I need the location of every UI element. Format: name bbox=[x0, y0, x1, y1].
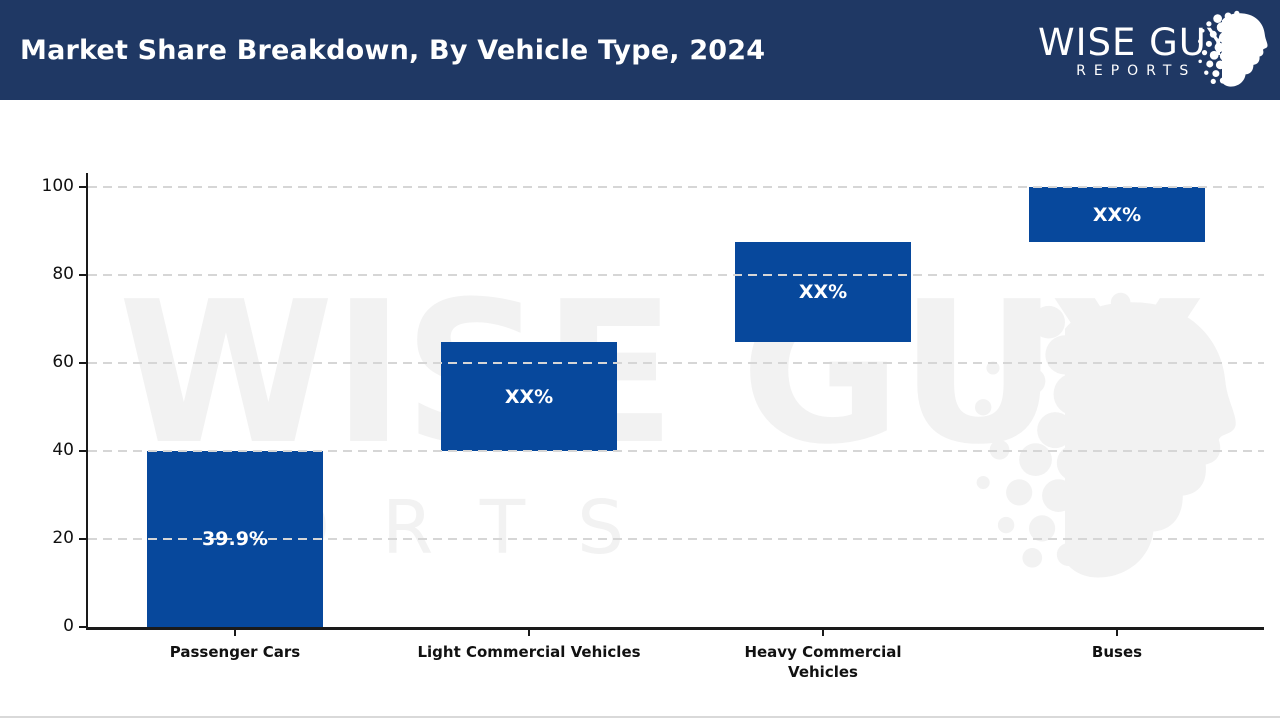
bar-value-label-4: XX% bbox=[1092, 203, 1142, 226]
footer-divider bbox=[0, 716, 1280, 718]
y-axis-line bbox=[86, 173, 88, 630]
wise-guy-reports-logo: WISE GUY REPORTS bbox=[1016, 6, 1268, 94]
bar-value-label-2: XX% bbox=[504, 385, 554, 408]
y-tick-100 bbox=[79, 186, 88, 188]
gridline-60 bbox=[88, 362, 1264, 364]
y-tick-60 bbox=[79, 362, 88, 364]
x-tick-4 bbox=[1116, 630, 1118, 636]
gridline-20 bbox=[88, 538, 1264, 540]
x-axis-line bbox=[86, 627, 1264, 630]
logo-wordmark: WISE GUY bbox=[1038, 21, 1231, 64]
bar-value-label-1: 39.9% bbox=[202, 528, 268, 551]
bar-value-label-3: XX% bbox=[798, 281, 848, 304]
bar-segment-2 bbox=[441, 342, 617, 452]
waterfall-chart: WISE GUY PORTS 0 20 40 60 80 100 39.9% Passenge… bbox=[0, 100, 1280, 718]
y-tick-label-100: 100 bbox=[41, 176, 74, 196]
bar-segment-3 bbox=[735, 242, 911, 343]
x-tick-2 bbox=[528, 630, 530, 636]
logo-subtitle: REPORTS bbox=[1076, 63, 1197, 79]
y-tick-80 bbox=[79, 274, 88, 276]
header-bar: Market Share Breakdown, By Vehicle Type,… bbox=[0, 0, 1280, 100]
gridline-80 bbox=[88, 274, 1264, 276]
watermark-head-icon bbox=[975, 292, 1236, 578]
y-tick-40 bbox=[79, 450, 88, 452]
x-category-label-3: Heavy Commercial Vehicles bbox=[744, 643, 902, 681]
y-tick-label-20: 20 bbox=[52, 528, 74, 548]
y-tick-label-0: 0 bbox=[63, 616, 74, 636]
logo-head-icon bbox=[1198, 10, 1268, 87]
y-tick-20 bbox=[79, 538, 88, 540]
x-category-label-1: Passenger Cars bbox=[169, 643, 301, 661]
x-tick-1 bbox=[234, 630, 236, 636]
gridline-100 bbox=[88, 186, 1264, 188]
bar-segment-4 bbox=[1029, 187, 1205, 242]
x-category-label-4: Buses bbox=[1091, 643, 1143, 661]
x-tick-3 bbox=[822, 630, 824, 636]
logo-text: WISE GUY REPORTS bbox=[1038, 24, 1230, 80]
y-tick-label-60: 60 bbox=[52, 352, 74, 372]
y-tick-label-80: 80 bbox=[52, 264, 74, 284]
y-tick-0 bbox=[79, 626, 88, 628]
gridline-40 bbox=[88, 450, 1264, 452]
page-title: Market Share Breakdown, By Vehicle Type,… bbox=[20, 34, 766, 66]
y-tick-label-40: 40 bbox=[52, 440, 74, 460]
x-category-label-2: Light Commercial Vehicles bbox=[417, 643, 641, 661]
